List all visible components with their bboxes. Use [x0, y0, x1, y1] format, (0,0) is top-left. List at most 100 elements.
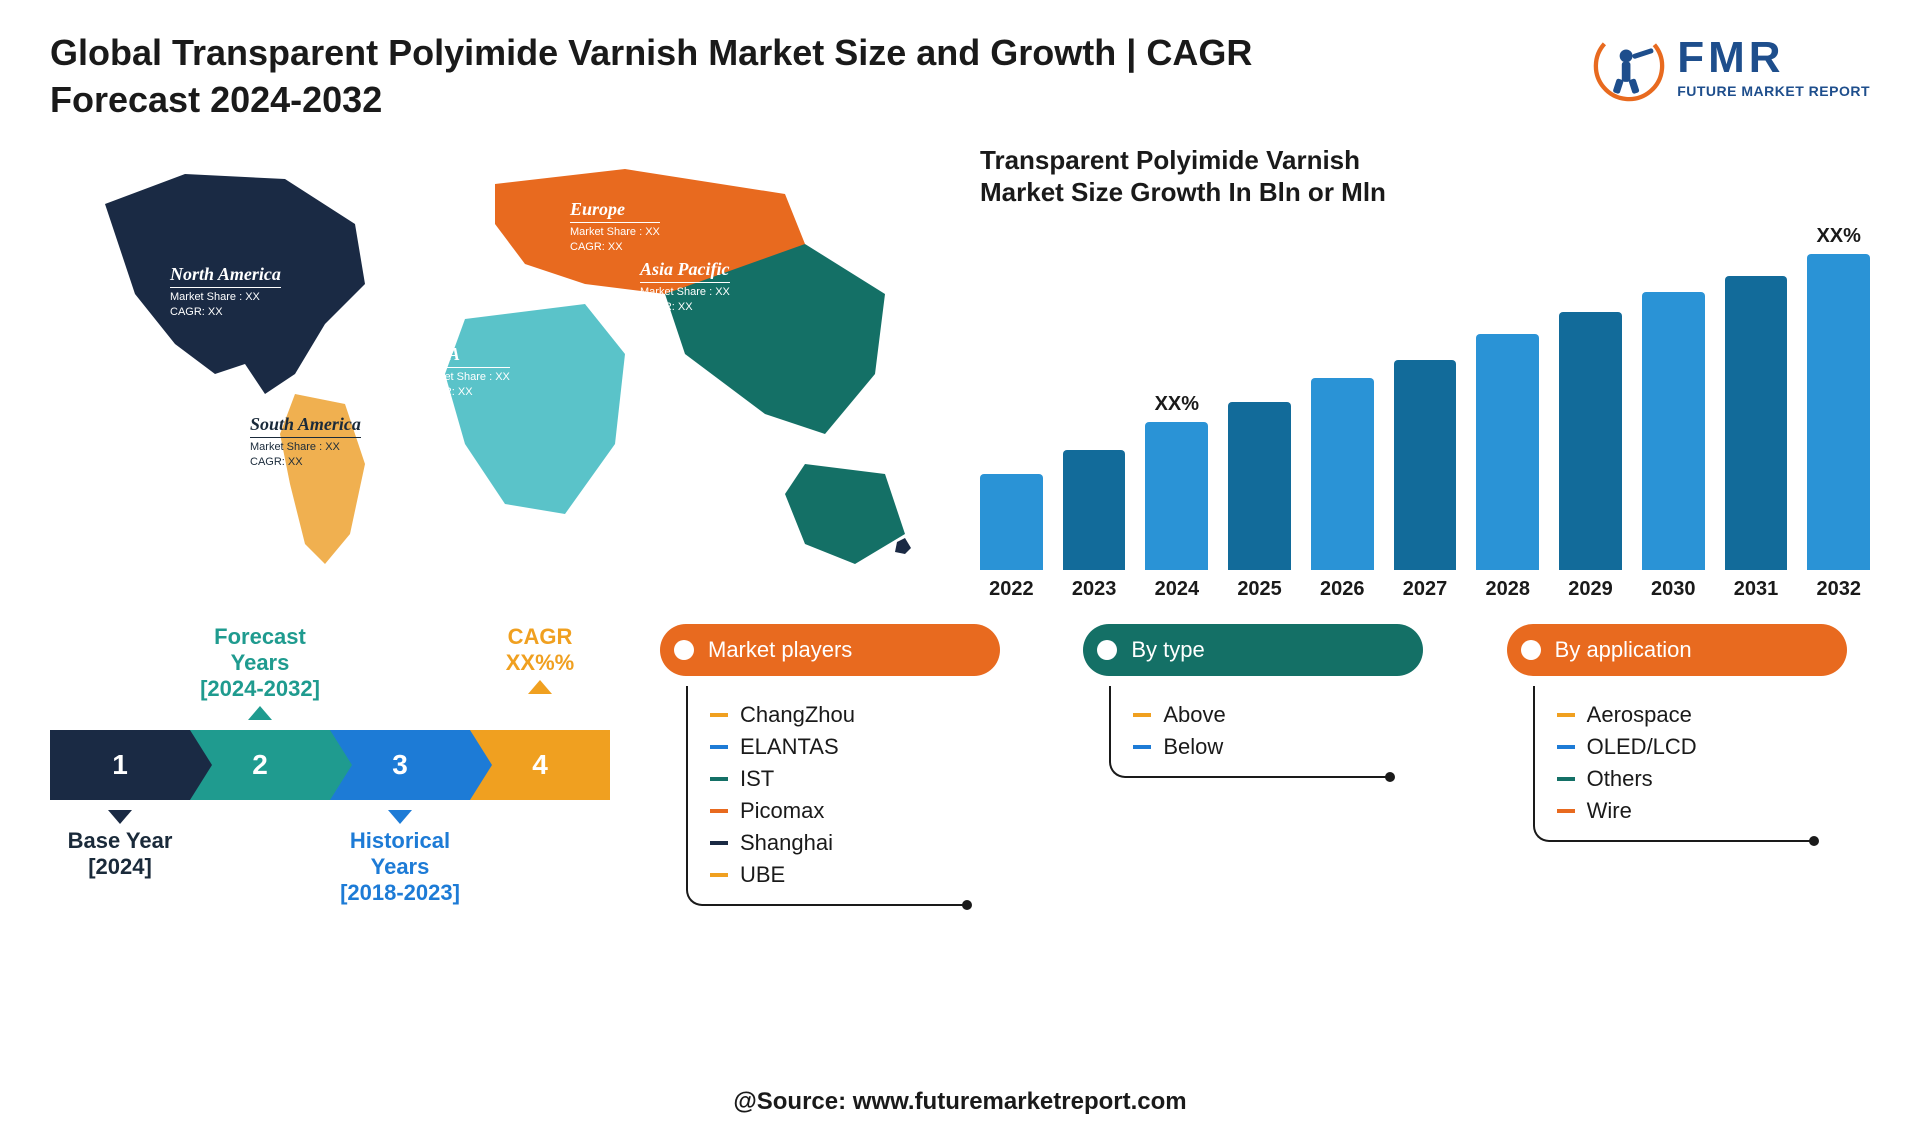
historical-range: [2018-2023] [330, 880, 470, 906]
timeline-bar: 1234 [50, 730, 610, 800]
logo-icon [1593, 30, 1665, 102]
logo-sub: FUTURE MARKET REPORT [1677, 83, 1870, 99]
base-range: [2024] [50, 854, 190, 880]
bar-rect [1228, 402, 1291, 570]
bullet-icon [1557, 713, 1575, 717]
bar-year-label: 2029 [1568, 578, 1613, 601]
pill-dot-icon [674, 640, 694, 660]
region-stats: Market Share : XXCAGR: XX [250, 440, 361, 471]
base-text: Base Year [50, 828, 190, 854]
bullet-icon [710, 713, 728, 717]
list-item-label: OLED/LCD [1587, 734, 1697, 760]
bar-col: XX% 2032 [1807, 225, 1870, 601]
list-item-label: ChangZhou [740, 702, 855, 728]
region-name: South America [250, 414, 361, 435]
bar-rect [1311, 378, 1374, 570]
bar-rect [980, 474, 1043, 570]
bar-year-label: 2030 [1651, 578, 1696, 601]
section-list: ChangZhou ELANTAS IST Picomax Shanghai U… [686, 686, 966, 906]
timeline-segment: 1 [50, 730, 190, 800]
bar-top-label: XX% [1155, 393, 1199, 416]
caret-up-icon [528, 680, 552, 694]
region-label-north-america: North America Market Share : XXCAGR: XX [170, 264, 281, 321]
caret-down-icon [388, 810, 412, 824]
region-name: Asia Pacific [640, 259, 730, 280]
bar-top-label: XX% [1816, 225, 1860, 248]
section-pill: By application [1507, 624, 1847, 676]
region-name: Europe [570, 199, 660, 220]
bar-col: 2022 [980, 474, 1043, 601]
list-item: ChangZhou [710, 702, 966, 728]
section-title: Market players [708, 637, 852, 663]
list-item: IST [710, 766, 966, 792]
pill-dot-icon [1521, 640, 1541, 660]
bar-year-label: 2028 [1486, 578, 1531, 601]
bar-col: 2025 [1228, 402, 1291, 601]
bar-col: 2030 [1642, 292, 1705, 601]
bar-year-label: 2026 [1320, 578, 1365, 601]
page-title: Global Transparent Polyimide Varnish Mar… [50, 30, 1350, 124]
bullet-icon [1557, 745, 1575, 749]
bar-col: 2026 [1311, 378, 1374, 601]
base-label: Base Year [2024] [50, 806, 190, 906]
region-stats: Market Share : XXCAGR: XX [420, 370, 510, 401]
section-pill: By type [1083, 624, 1423, 676]
list-item: UBE [710, 862, 966, 888]
header: Global Transparent Polyimide Varnish Mar… [50, 30, 1870, 124]
list-item-label: Others [1587, 766, 1653, 792]
forecast-label: Forecast Years [2024-2032] [190, 624, 330, 724]
bar-year-label: 2027 [1403, 578, 1448, 601]
caret-up-icon [248, 706, 272, 720]
section-pill: Market players [660, 624, 1000, 676]
bar-year-label: 2032 [1816, 578, 1861, 601]
list-item-label: Aerospace [1587, 702, 1692, 728]
bar-rect [1063, 450, 1126, 570]
list-item: Picomax [710, 798, 966, 824]
bar-year-label: 2025 [1237, 578, 1282, 601]
chart-title: Transparent Polyimide Varnish Market Siz… [980, 144, 1440, 209]
timeline: Forecast Years [2024-2032] CAGR XX%% 123… [50, 624, 610, 906]
bullet-icon [1133, 713, 1151, 717]
bars-wrap: 2022 2023 XX% 2024 2025 2026 2027 2028 2… [980, 215, 1870, 601]
list-item: Above [1133, 702, 1389, 728]
region-label-south-america: South America Market Share : XXCAGR: XX [250, 414, 361, 471]
list-item: Wire [1557, 798, 1813, 824]
bullet-icon [1557, 809, 1575, 813]
region-label-mea: MEA Market Share : XXCAGR: XX [420, 344, 510, 401]
forecast-range: [2024-2032] [190, 676, 330, 702]
section-list: Above Below [1109, 686, 1389, 778]
list-item-label: IST [740, 766, 774, 792]
list-item: Aerospace [1557, 702, 1813, 728]
section-market-players: Market players ChangZhou ELANTAS IST Pic… [660, 624, 1023, 906]
historical-text: Historical Years [330, 828, 470, 880]
lower-row: Forecast Years [2024-2032] CAGR XX%% 123… [50, 624, 1870, 906]
bullet-icon [710, 873, 728, 877]
pill-dot-icon [1097, 640, 1117, 660]
section-title: By application [1555, 637, 1692, 663]
section-by-application: By application Aerospace OLED/LCD Others… [1507, 624, 1870, 906]
list-item: ELANTAS [710, 734, 966, 760]
list-item: OLED/LCD [1557, 734, 1813, 760]
region-stats: Market Share : XXCAGR: XX [170, 290, 281, 321]
bullet-icon [710, 809, 728, 813]
list-item-label: Picomax [740, 798, 824, 824]
bar-rect [1807, 254, 1870, 570]
region-label-europe: Europe Market Share : XXCAGR: XX [570, 199, 660, 256]
world-map: North America Market Share : XXCAGR: XXS… [50, 144, 940, 574]
bullet-icon [710, 777, 728, 781]
bar-rect [1642, 292, 1705, 570]
upper-row: North America Market Share : XXCAGR: XXS… [50, 144, 1870, 574]
bar-year-label: 2024 [1155, 578, 1200, 601]
bar-col: 2027 [1394, 360, 1457, 601]
bar-col: 2029 [1559, 312, 1622, 601]
list-item-label: Wire [1587, 798, 1632, 824]
region-name: MEA [420, 344, 510, 365]
bar-rect [1476, 334, 1539, 570]
bar-year-label: 2023 [1072, 578, 1117, 601]
region-name: North America [170, 264, 281, 285]
bar-year-label: 2031 [1734, 578, 1779, 601]
pill-sections: Market players ChangZhou ELANTAS IST Pic… [660, 624, 1870, 906]
list-item-label: Below [1163, 734, 1223, 760]
bar-year-label: 2022 [989, 578, 1034, 601]
bullet-icon [710, 841, 728, 845]
